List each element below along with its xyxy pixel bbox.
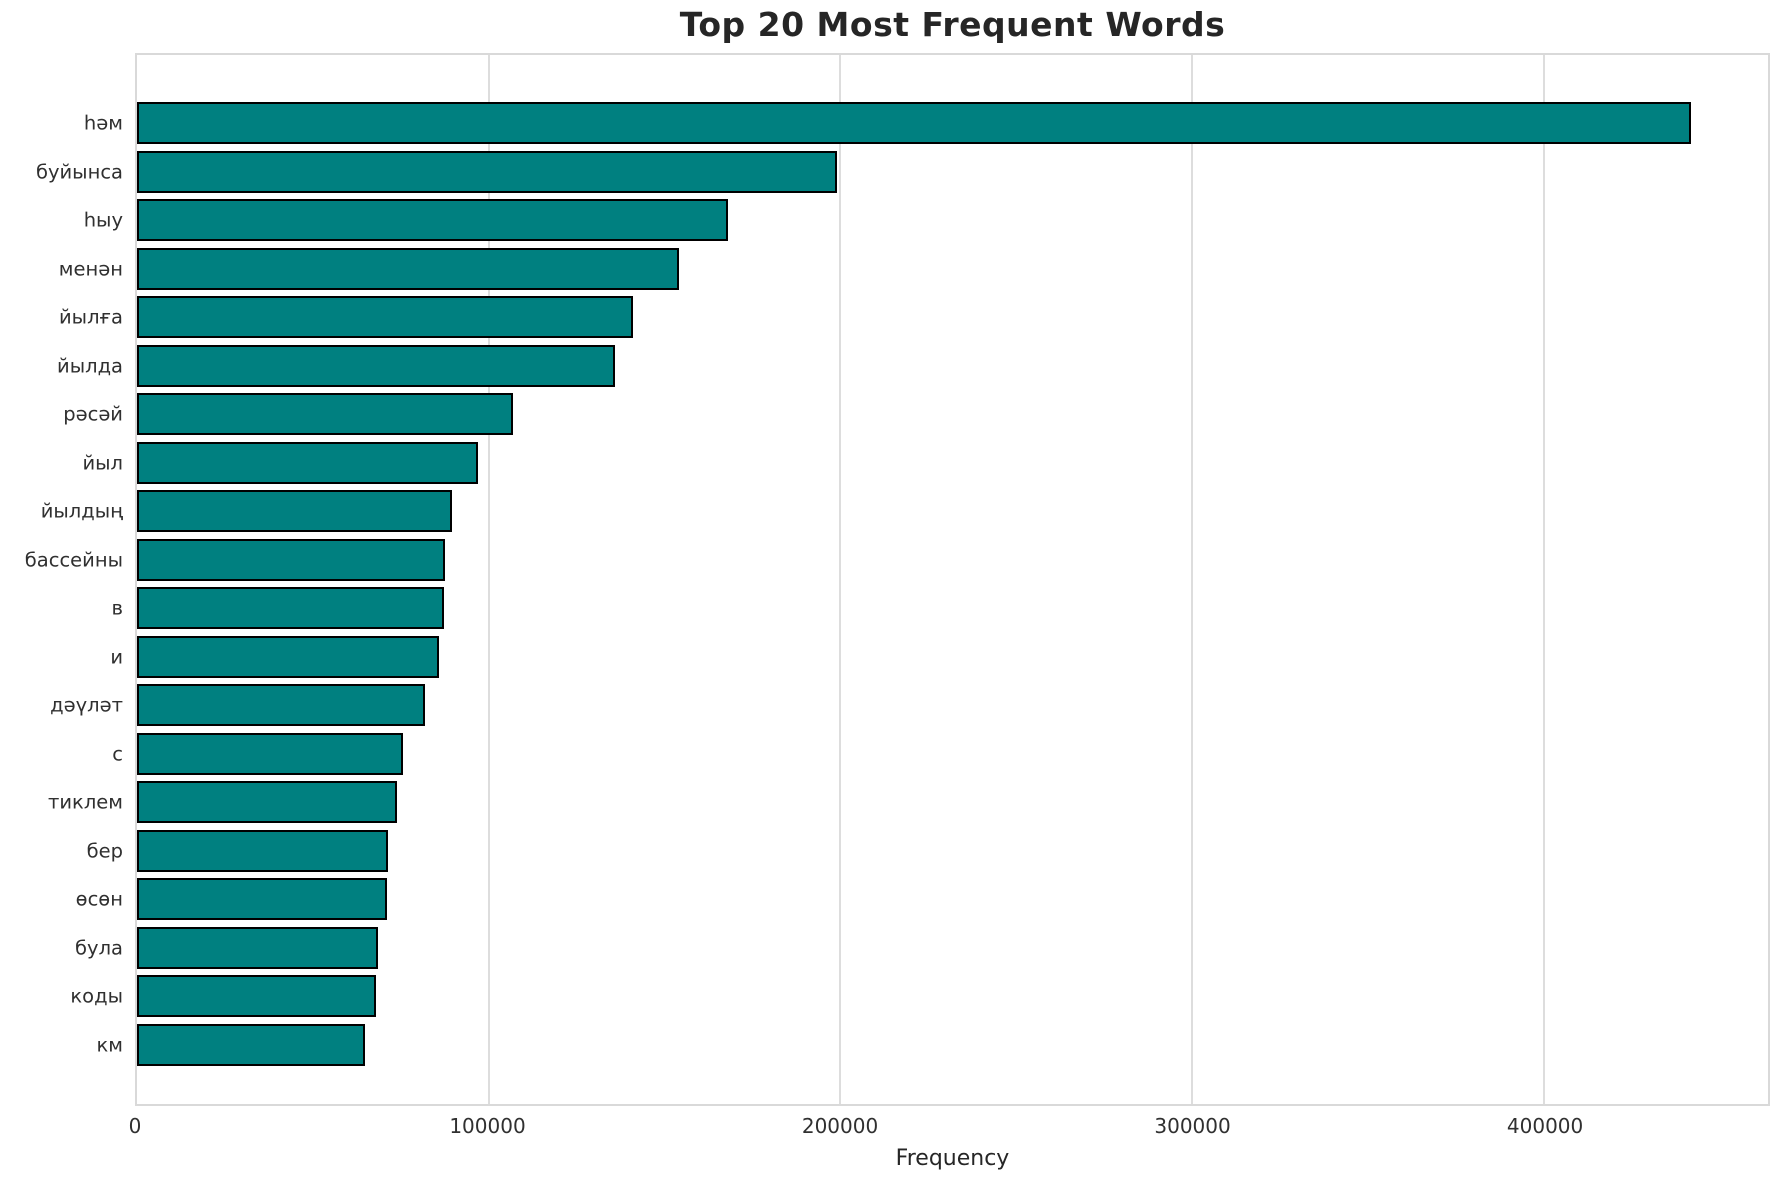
- bar-row: с: [112, 730, 1768, 779]
- bar-row: йылдың: [41, 487, 1768, 536]
- bar: [137, 102, 1692, 145]
- y-tick-label: тиклем: [48, 790, 123, 814]
- bar: [137, 1023, 365, 1066]
- bar: [137, 247, 679, 290]
- x-axis-label: Frequency: [895, 1146, 1010, 1171]
- y-tick-label: рәсәй: [63, 402, 123, 426]
- y-tick-label: һәм: [83, 111, 123, 135]
- bar: [137, 635, 440, 678]
- bar: [137, 587, 445, 630]
- y-tick-label: с: [112, 742, 123, 766]
- bar-row: менән: [59, 245, 1768, 294]
- bar-row: и: [110, 633, 1768, 682]
- bar-row: йылда: [57, 342, 1768, 391]
- bar-row: коды: [70, 972, 1768, 1021]
- x-tick-label: 200000: [801, 1114, 879, 1138]
- bar-row: бер: [87, 827, 1768, 876]
- bar: [137, 975, 377, 1018]
- bar: [137, 732, 404, 775]
- y-tick-label: йылға: [59, 305, 123, 329]
- bar-row: һәм: [84, 99, 1768, 148]
- bar: [137, 490, 452, 533]
- y-tick-label: бер: [86, 839, 123, 863]
- x-tick-label: 100000: [449, 1114, 526, 1138]
- bars-layer: һәм буйынса һыу менән йылға йылда рәсәй йыл йылд…: [25, 55, 1768, 1104]
- bar-row: тиклем: [48, 778, 1768, 827]
- y-tick-label: км: [96, 1033, 124, 1057]
- bar-row: в: [112, 584, 1768, 633]
- bar-row: бассейны: [25, 536, 1768, 585]
- bar: [137, 150, 837, 193]
- bar: [137, 199, 728, 242]
- y-tick-label: буйынса: [35, 160, 123, 184]
- bar: [137, 926, 379, 969]
- bar: [137, 393, 514, 436]
- x-tick-label: 0: [128, 1114, 142, 1138]
- plot-area: һәм буйынса һыу менән йылға йылда рәсәй йыл йылд…: [25, 53, 1770, 1106]
- bar-row: йылға: [59, 293, 1768, 342]
- bar-row: км: [97, 1021, 1768, 1070]
- y-tick-label: өсөн: [75, 887, 123, 911]
- y-tick-label: бассейны: [24, 548, 123, 572]
- y-tick-label: йылда: [57, 354, 123, 378]
- x-tick-label: 400000: [1506, 1114, 1584, 1138]
- y-tick-label: дәүләт: [50, 693, 123, 717]
- chart-title: Top 20 Most Frequent Words: [679, 5, 1226, 44]
- x-tick-label: 300000: [1154, 1114, 1231, 1138]
- bar: [137, 441, 479, 484]
- bar-row: буйынса: [36, 148, 1768, 197]
- gridline: [1190, 55, 1193, 1104]
- y-tick-label: йылдың: [40, 499, 123, 523]
- y-tick-label: и: [110, 645, 123, 669]
- bar: [137, 296, 633, 339]
- bar: [137, 684, 426, 727]
- y-tick-label: була: [75, 936, 123, 960]
- y-tick-label: менән: [58, 257, 123, 281]
- bar-row: һыу: [84, 196, 1768, 245]
- bar-row: өсөн: [76, 875, 1768, 924]
- bar: [137, 781, 398, 824]
- y-tick-label: в: [111, 596, 124, 620]
- bar-row: рәсәй: [63, 390, 1768, 439]
- gridline: [487, 55, 490, 1104]
- bar-row: дәүләт: [50, 681, 1768, 730]
- bar: [137, 878, 388, 921]
- y-tick-label: коды: [70, 984, 123, 1008]
- bar: [137, 829, 389, 872]
- gridline: [839, 55, 842, 1104]
- bar-row: йыл: [82, 439, 1768, 488]
- bar: [137, 538, 446, 581]
- bar-row: була: [75, 924, 1768, 973]
- y-tick-label: һыу: [83, 208, 123, 232]
- bar: [137, 344, 616, 387]
- gridline: [1542, 55, 1545, 1104]
- y-tick-label: йыл: [82, 451, 123, 475]
